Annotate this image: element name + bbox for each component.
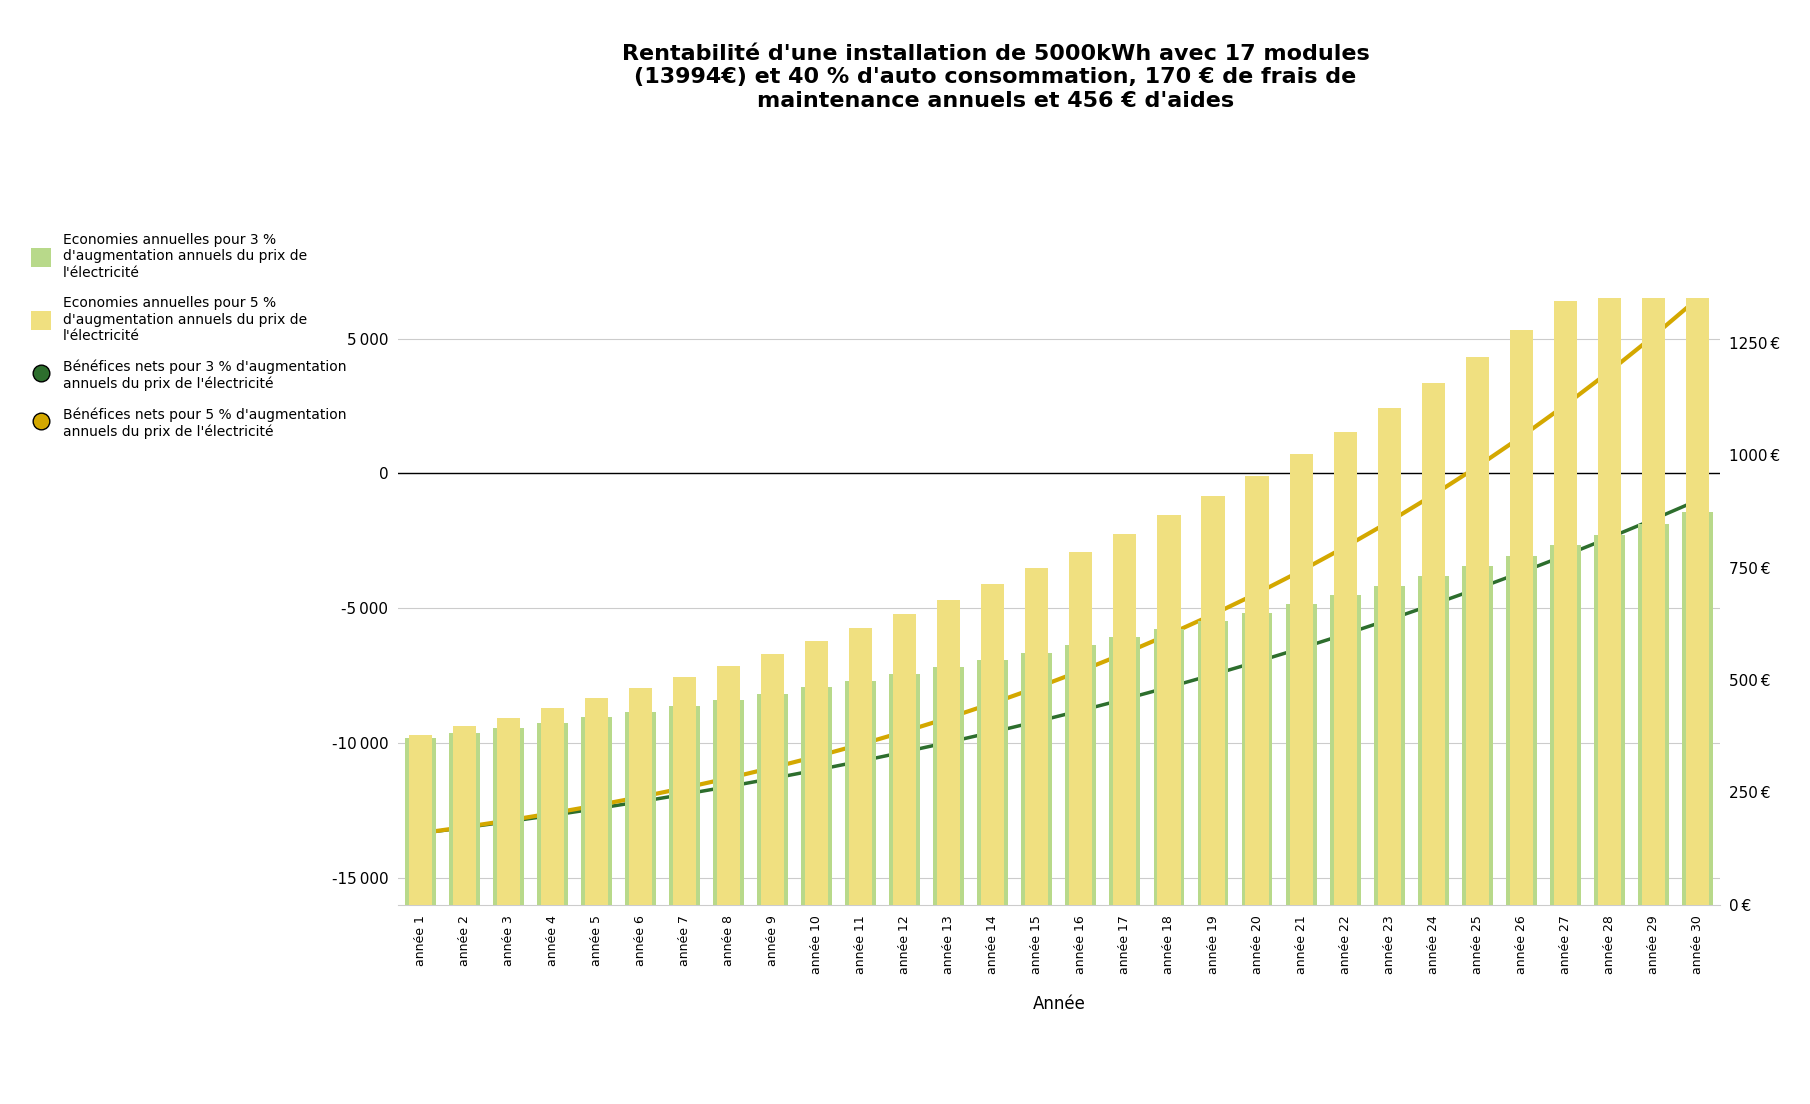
Bar [1553,300,1577,905]
Bar [977,660,1008,905]
Bar [981,584,1005,905]
Bar [1245,476,1269,905]
Bar [673,677,697,905]
Bar [892,614,916,905]
Bar [1506,556,1537,905]
Bar [717,666,740,905]
Bar [757,693,787,905]
Bar [1066,645,1097,905]
Bar [452,726,476,905]
Bar [541,708,565,905]
Bar [1110,637,1140,905]
Bar [538,723,568,905]
Bar [713,700,744,905]
X-axis label: Année: Année [1032,995,1086,1012]
Legend: Economies annuelles pour 3 %
d'augmentation annuels du prix de
l'électricité, Ec: Economies annuelles pour 3 % d'augmentat… [25,227,351,444]
Bar [628,688,652,905]
Bar [581,718,612,905]
Bar [585,699,608,905]
Bar [1289,454,1312,905]
Bar [1374,585,1405,905]
Bar [1510,329,1533,905]
Bar [1598,270,1622,905]
Bar [1685,205,1709,905]
Bar [492,728,523,905]
Bar [1070,552,1093,905]
Bar [405,739,436,905]
Bar [849,628,872,905]
Bar [1202,496,1225,905]
Bar [1595,534,1625,905]
Bar [1417,576,1448,905]
Bar [1242,613,1272,905]
Bar [1285,604,1316,905]
Bar [1157,516,1180,905]
Bar [1198,622,1229,905]
Bar [845,681,876,905]
Bar [409,735,433,905]
Bar [889,675,919,905]
Bar [1549,545,1580,905]
Bar [934,667,965,905]
Bar [1421,383,1444,905]
Bar [1638,523,1669,905]
Bar [802,688,833,905]
Bar [1153,629,1184,905]
Bar [1024,569,1048,905]
Bar [1462,566,1493,905]
Bar [805,641,829,905]
Bar [1681,512,1712,905]
Bar [1330,595,1361,905]
Bar [1334,432,1358,905]
Text: Rentabilité d'une installation de 5000kWh avec 17 modules
(13994€) et 40 % d'aut: Rentabilité d'une installation de 5000kW… [621,44,1370,110]
Bar [760,654,784,905]
Bar [1113,534,1137,905]
Bar [1466,357,1490,905]
Bar [670,705,700,905]
Bar [1642,238,1665,905]
Bar [1021,652,1052,905]
Bar [1377,407,1401,905]
Bar [496,718,519,905]
Bar [938,599,961,905]
Bar [624,712,655,905]
Bar [449,733,480,905]
